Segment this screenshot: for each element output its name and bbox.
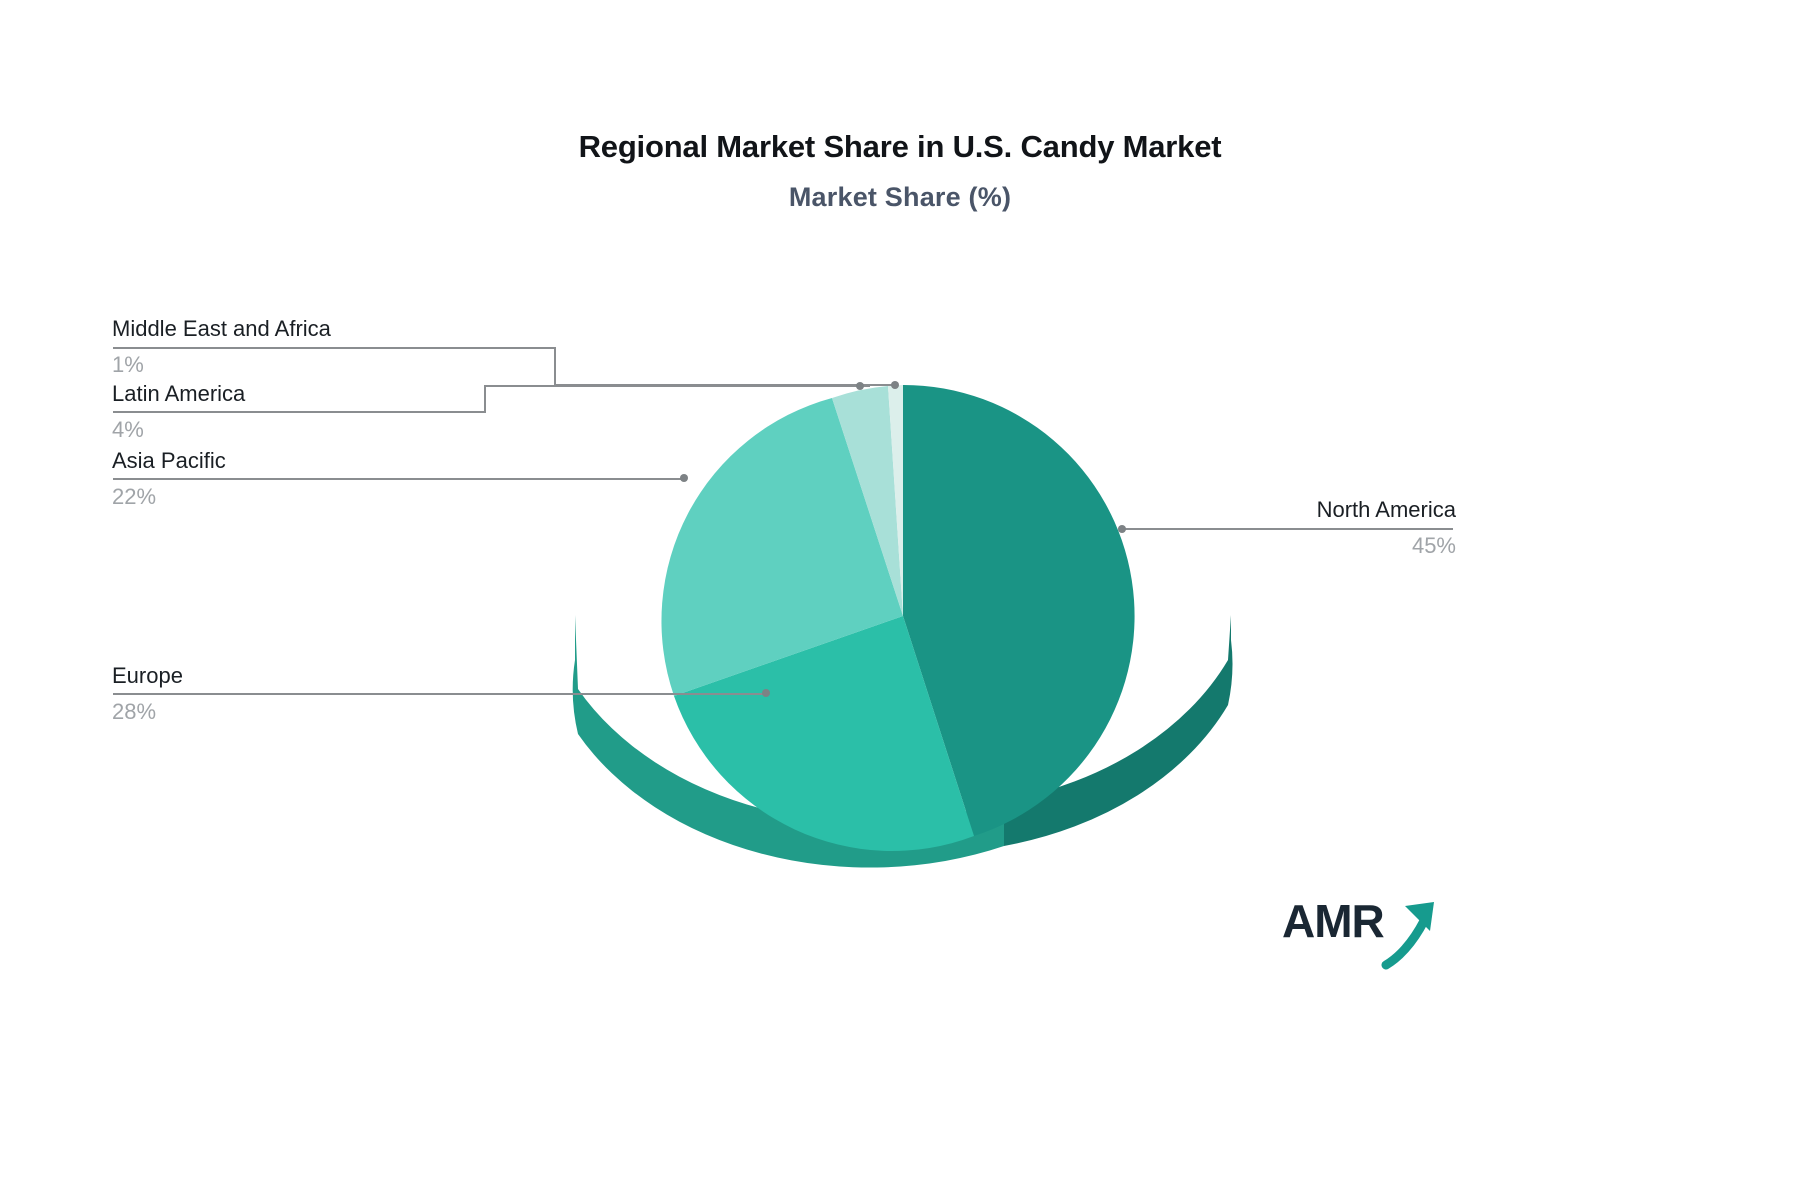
page-title: Regional Market Share in U.S. Candy Mark… xyxy=(578,129,1222,164)
amr-logo-text: AMR xyxy=(1282,895,1385,947)
callout-label-north-america: North America xyxy=(1316,497,1456,522)
amr-logo: AMR xyxy=(1282,894,1442,956)
callout-value-latin-america: 4% xyxy=(112,417,144,442)
callout-middle-east-and-africa: Middle East and Africa 1% xyxy=(112,314,331,380)
pie-slice-middle-east-and-africa[interactable] xyxy=(888,385,903,616)
title-block: Regional Market Share in U.S. Candy Mark… xyxy=(0,128,1800,214)
chart-subtitle: Market Share (%) xyxy=(788,182,1012,212)
leader-line-latin-america xyxy=(113,385,870,413)
pie-slice-north-america[interactable] xyxy=(903,384,1135,836)
leader-dot-latin-america xyxy=(856,382,864,390)
leader-lines xyxy=(113,347,1453,695)
callout-value-asia-pacific: 22% xyxy=(112,484,157,509)
pie-slice-latin-america[interactable] xyxy=(832,386,903,616)
callout-europe: Europe 28% xyxy=(112,661,183,727)
callout-value-europe: 28% xyxy=(112,699,157,724)
leader-dot-north-america xyxy=(1118,525,1126,533)
pie-slice-europe[interactable] xyxy=(674,616,974,851)
leader-dot-middle-east-and-africa xyxy=(891,381,899,389)
pie-depth-left-rim xyxy=(572,615,578,734)
leader-dot-europe xyxy=(762,689,770,697)
callout-north-america: North America 45% xyxy=(1317,495,1456,561)
callout-asia-pacific: Asia Pacific 22% xyxy=(112,446,226,512)
callout-label-europe: Europe xyxy=(112,663,183,688)
pie-depth-right-rim xyxy=(1228,615,1233,705)
callout-label-latin-america: Latin America xyxy=(112,381,246,406)
arrow-up-right-icon xyxy=(1381,902,1434,970)
pie-slice-asia-pacific[interactable] xyxy=(661,398,903,696)
callout-label-middle-east-and-africa: Middle East and Africa xyxy=(112,316,331,341)
callout-value-middle-east-and-africa: 1% xyxy=(112,352,144,377)
leader-dot-asia-pacific xyxy=(680,474,688,482)
leader-dots xyxy=(680,381,1126,697)
callout-latin-america: Latin America 4% xyxy=(112,379,245,445)
pie-slices xyxy=(661,384,1135,851)
callout-value-north-america: 45% xyxy=(1411,533,1456,558)
pie-depth-north-america xyxy=(1004,660,1228,846)
callout-label-asia-pacific: Asia Pacific xyxy=(112,448,226,473)
